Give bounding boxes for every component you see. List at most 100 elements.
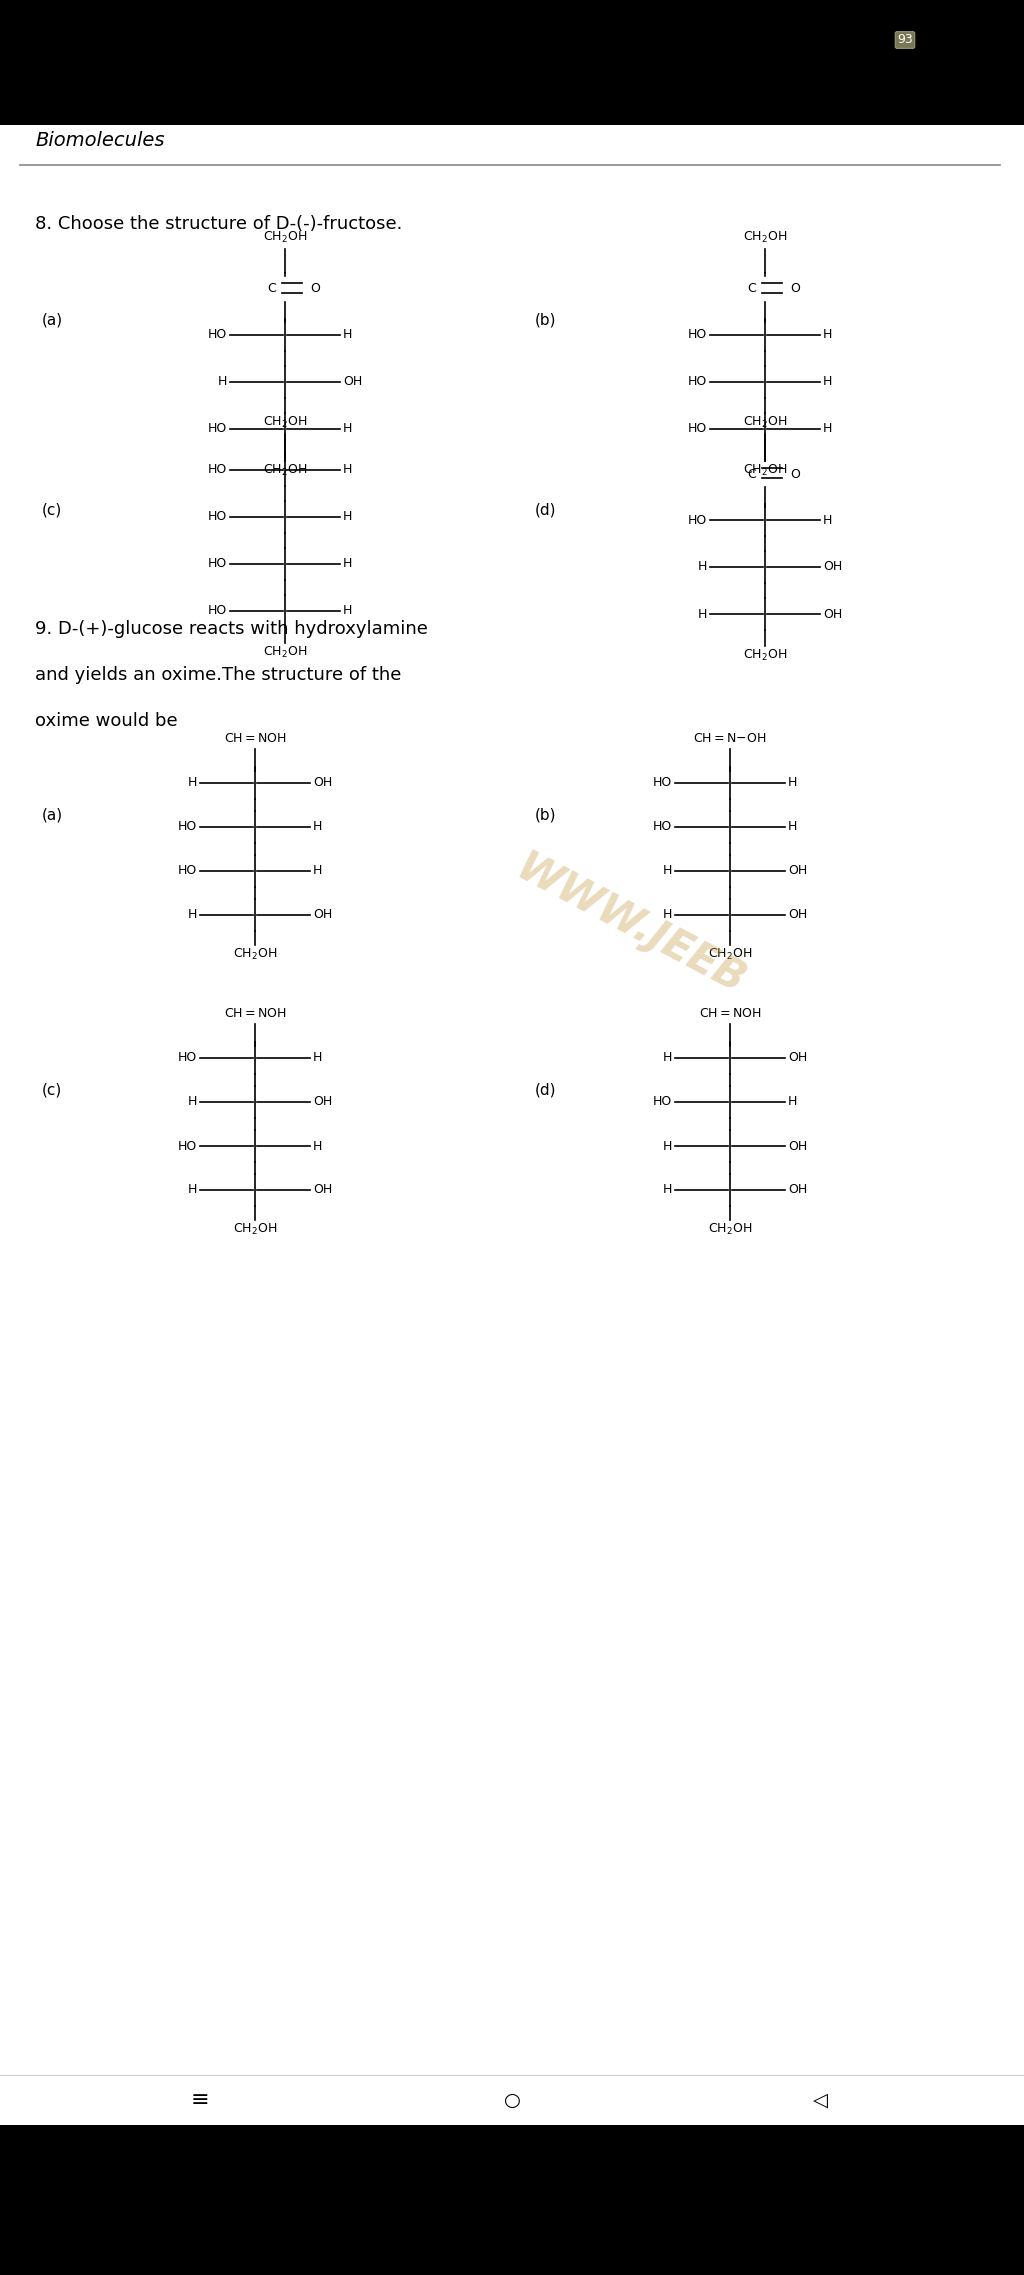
Text: CH$=$NOH: CH$=$NOH <box>698 1008 762 1019</box>
Text: H: H <box>313 1140 323 1153</box>
Text: H: H <box>313 821 323 833</box>
Text: OH: OH <box>788 864 807 878</box>
Text: HO: HO <box>688 328 707 341</box>
Text: H: H <box>697 607 707 621</box>
Text: H: H <box>343 510 352 523</box>
Text: HO: HO <box>178 1051 197 1065</box>
Text: H: H <box>187 776 197 789</box>
Text: CH$_2$OH: CH$_2$OH <box>232 1222 278 1238</box>
Text: HO: HO <box>688 423 707 435</box>
Text: CH$_2$OH: CH$_2$OH <box>742 648 787 662</box>
Text: C: C <box>748 282 757 296</box>
Text: HO: HO <box>688 375 707 389</box>
Text: ≡: ≡ <box>190 2091 209 2109</box>
Text: HO: HO <box>178 1140 197 1153</box>
Text: CH$_2$OH: CH$_2$OH <box>263 414 307 430</box>
Text: (a): (a) <box>42 808 63 824</box>
Text: CH$_2$OH: CH$_2$OH <box>708 1222 752 1238</box>
Text: O: O <box>310 282 319 296</box>
Text: H: H <box>663 908 672 921</box>
Text: HO: HO <box>208 464 227 475</box>
Text: H: H <box>187 1097 197 1108</box>
Text: H: H <box>663 1140 672 1153</box>
Text: HO: HO <box>652 1097 672 1108</box>
Text: OH: OH <box>343 375 362 389</box>
Text: Biomolecules: Biomolecules <box>35 132 165 150</box>
Text: OH: OH <box>313 776 332 789</box>
Text: CH$_2$OH: CH$_2$OH <box>742 230 787 246</box>
Text: OH: OH <box>788 1183 807 1197</box>
Text: HO: HO <box>208 557 227 571</box>
Text: CH$_2$OH: CH$_2$OH <box>263 464 307 478</box>
Text: H: H <box>343 328 352 341</box>
Text: CH$_2$OH: CH$_2$OH <box>232 946 278 962</box>
Text: OH: OH <box>313 1183 332 1197</box>
Text: OH: OH <box>788 1140 807 1153</box>
Text: O: O <box>791 282 800 296</box>
Text: (d): (d) <box>535 1083 556 1097</box>
Text: oxime would be: oxime would be <box>35 712 177 730</box>
Text: HO: HO <box>178 821 197 833</box>
Bar <box>0 0 1024 125</box>
Text: CH$_2$OH: CH$_2$OH <box>263 230 307 246</box>
Text: C: C <box>267 282 276 296</box>
Text: H: H <box>343 605 352 617</box>
Text: CH$=$NOH: CH$=$NOH <box>223 1008 287 1019</box>
Text: HO: HO <box>208 423 227 435</box>
Text: OH: OH <box>823 560 843 573</box>
Text: H: H <box>313 864 323 878</box>
Text: H: H <box>343 464 352 475</box>
Text: OH: OH <box>823 607 843 621</box>
Text: OH: OH <box>788 1051 807 1065</box>
Text: OH: OH <box>788 908 807 921</box>
Text: H: H <box>823 375 833 389</box>
Text: H: H <box>343 423 352 435</box>
Text: 93: 93 <box>897 34 912 46</box>
Text: H: H <box>823 423 833 435</box>
Text: (b): (b) <box>535 808 556 824</box>
Text: C: C <box>748 466 757 480</box>
Text: HO: HO <box>208 605 227 617</box>
Text: H: H <box>697 560 707 573</box>
Text: H: H <box>788 1097 798 1108</box>
Text: H: H <box>343 557 352 571</box>
Text: HO: HO <box>178 864 197 878</box>
Text: ○: ○ <box>504 2091 520 2109</box>
Text: HO: HO <box>652 776 672 789</box>
Text: H: H <box>313 1051 323 1065</box>
Text: OH: OH <box>313 1097 332 1108</box>
Text: H: H <box>218 375 227 389</box>
Text: CH$=$N$-$OH: CH$=$N$-$OH <box>693 733 767 744</box>
Text: H: H <box>788 821 798 833</box>
Text: (d): (d) <box>535 503 556 516</box>
Text: CH$_2$OH: CH$_2$OH <box>263 646 307 660</box>
Text: CH$_2$OH: CH$_2$OH <box>742 464 787 478</box>
Text: H: H <box>187 908 197 921</box>
Text: 9. D-(+)-glucose reacts with hydroxylamine: 9. D-(+)-glucose reacts with hydroxylami… <box>35 621 428 637</box>
Text: HO: HO <box>208 328 227 341</box>
Text: H: H <box>187 1183 197 1197</box>
Text: H: H <box>823 514 833 526</box>
Text: (b): (b) <box>535 312 556 328</box>
Text: CH$=$NOH: CH$=$NOH <box>223 733 287 744</box>
Text: CH$_2$OH: CH$_2$OH <box>708 946 752 962</box>
Text: H: H <box>823 328 833 341</box>
Text: O: O <box>791 466 800 480</box>
Text: WWW.JEEB: WWW.JEEB <box>508 846 752 1003</box>
Text: H: H <box>663 1051 672 1065</box>
Text: HO: HO <box>688 514 707 526</box>
Text: 8. Choose the structure of D-(-)-fructose.: 8. Choose the structure of D-(-)-fructos… <box>35 216 402 232</box>
Text: and yields an oxime.The structure of the: and yields an oxime.The structure of the <box>35 667 401 685</box>
Text: H: H <box>788 776 798 789</box>
Text: ◁: ◁ <box>812 2091 827 2109</box>
Text: (c): (c) <box>42 1083 62 1097</box>
Bar <box>0 2075 1024 2125</box>
Text: CH$_2$OH: CH$_2$OH <box>742 414 787 430</box>
Text: H: H <box>663 864 672 878</box>
Text: OH: OH <box>313 908 332 921</box>
Text: (c): (c) <box>42 503 62 516</box>
Text: (a): (a) <box>42 312 63 328</box>
Text: HO: HO <box>208 510 227 523</box>
Text: H: H <box>663 1183 672 1197</box>
Text: HO: HO <box>652 821 672 833</box>
